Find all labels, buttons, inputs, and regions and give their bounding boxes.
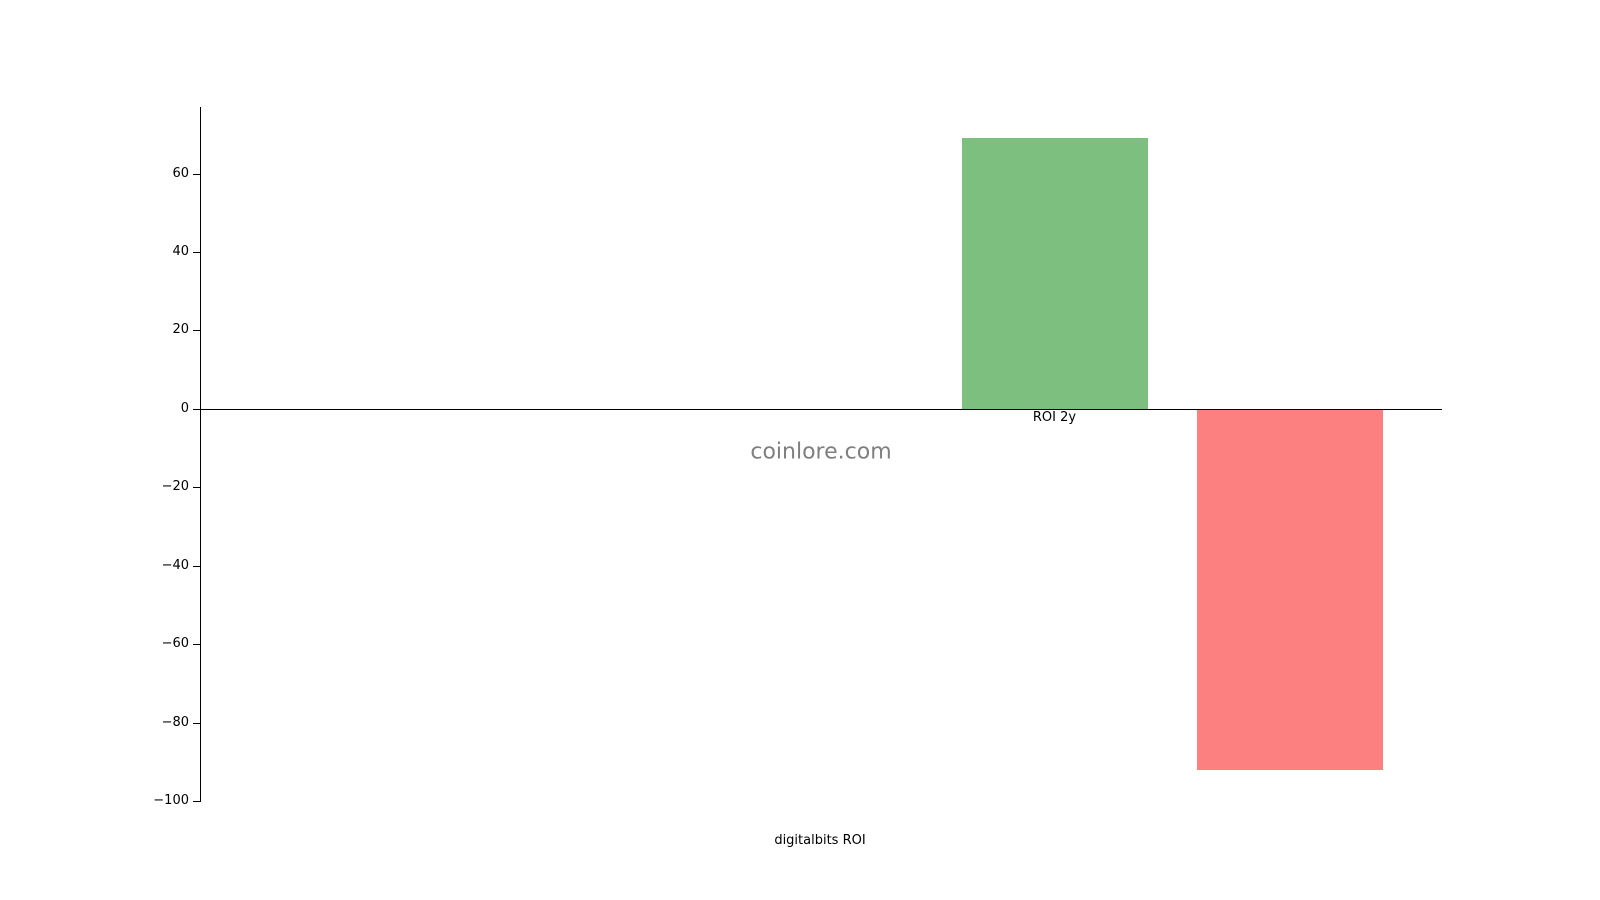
x-tick-label: ROI 2y: [1032, 409, 1077, 425]
y-tick-label: −60: [161, 636, 189, 651]
y-tick-mark: [193, 566, 200, 567]
y-axis-spine: [200, 107, 201, 802]
y-tick-mark: [193, 409, 200, 410]
y-tick-mark: [193, 644, 200, 645]
bar-roi-2y: [961, 138, 1148, 409]
y-tick-mark: [193, 174, 200, 175]
bar-negative-roi: [1196, 409, 1383, 770]
y-tick-label: 60: [172, 166, 189, 181]
y-tick-label: −100: [153, 793, 189, 808]
y-tick-mark: [193, 801, 200, 802]
y-tick-mark: [193, 330, 200, 331]
zero-baseline: [200, 409, 1442, 410]
y-tick-label: −40: [161, 558, 189, 573]
y-tick-mark: [193, 252, 200, 253]
y-tick-label: 20: [172, 322, 189, 337]
y-tick-label: 0: [180, 401, 189, 416]
y-tick-label: −80: [161, 715, 189, 730]
y-tick-label: −20: [161, 479, 189, 494]
y-tick-label: 40: [172, 244, 189, 259]
watermark-text: coinlore.com: [750, 439, 892, 465]
x-axis-label: digitalbits ROI: [774, 833, 866, 848]
y-tick-mark: [193, 487, 200, 488]
y-tick-mark: [193, 723, 200, 724]
